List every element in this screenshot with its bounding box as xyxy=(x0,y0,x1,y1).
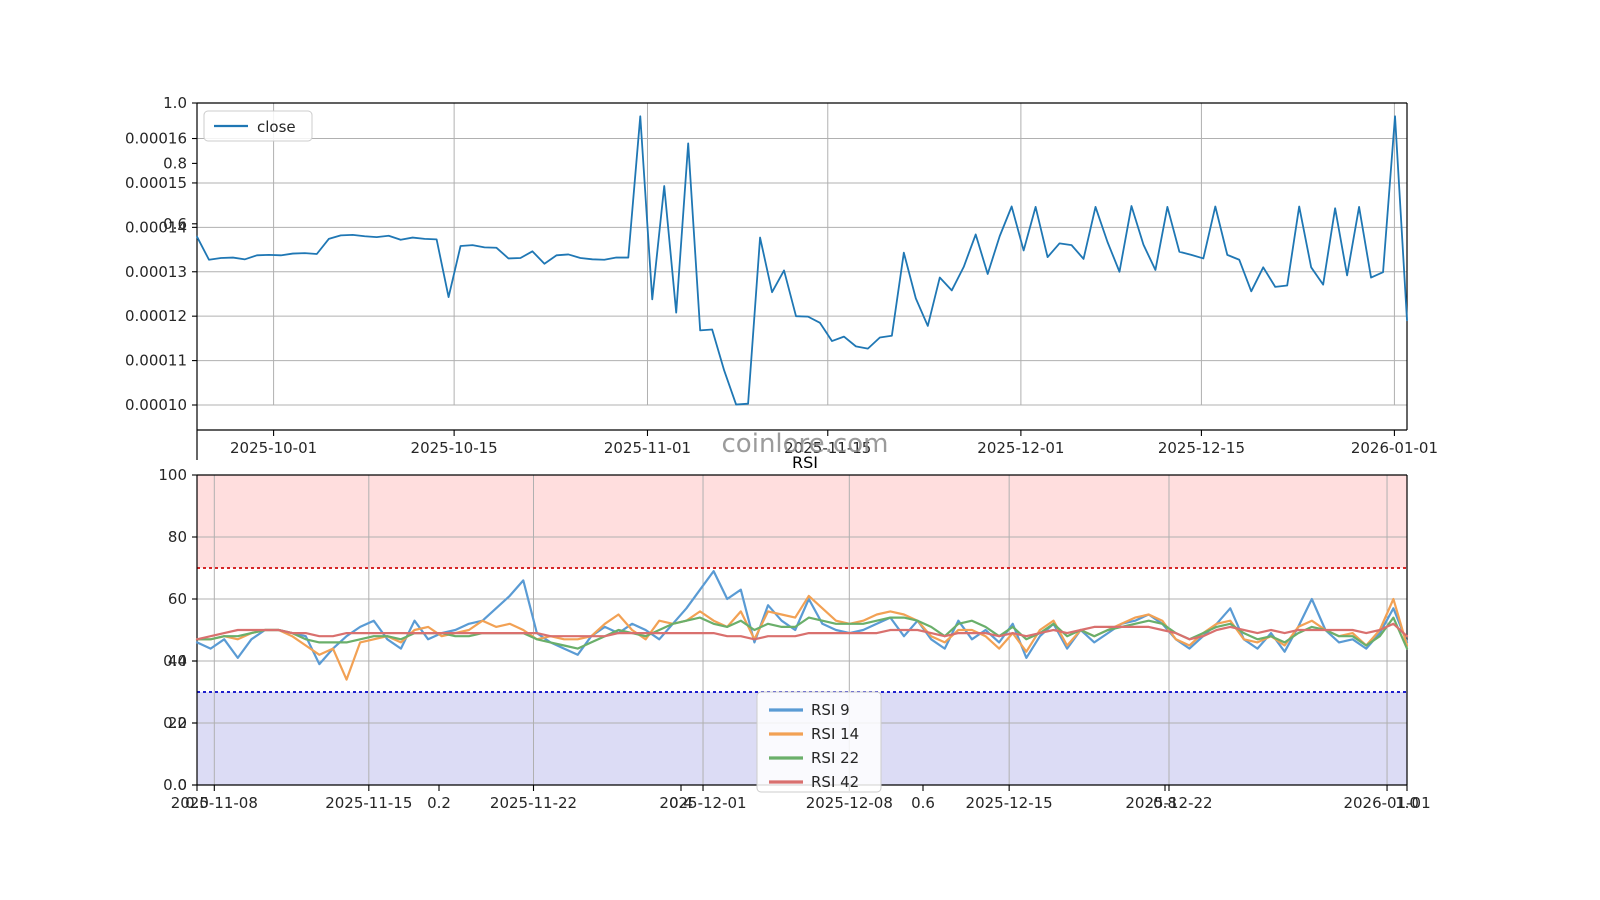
rsi-series-rsi-22 xyxy=(195,616,1409,650)
rsi-series-rsi-14 xyxy=(195,594,1409,681)
rsi-xtick-label: 2025-11-15 xyxy=(325,794,412,812)
rsi-chart-panel: coinlore.com RSI 0 20 40 60 80 100 0.0 0.2 0.4 2025… xyxy=(0,429,1600,900)
rsi-ytick-label: 80 xyxy=(168,528,187,546)
rsi-xtick-secondary-label: 0.2 xyxy=(427,794,451,812)
rsi-ytick-label: 20 xyxy=(168,714,187,732)
rsi-ytick-secondary-label: 0.4 xyxy=(163,652,187,670)
rsi-xtick-label: 2025-12-08 xyxy=(806,794,893,812)
price-xtick-label: 2025-10-01 xyxy=(230,439,317,457)
price-series-close xyxy=(196,115,1408,406)
price-xtick-label: 2025-12-01 xyxy=(977,439,1064,457)
rsi-xtick-secondary-label: 0.4 xyxy=(669,794,693,812)
rsi-legend-label: RSI 22 xyxy=(811,749,859,767)
price-xtick-label: 2026-01-01 xyxy=(1351,439,1438,457)
price-ytick-secondary-label: 1.0 xyxy=(163,94,187,112)
rsi-ytick-label: 40 xyxy=(168,652,187,670)
price-xtick-label: 2025-11-15 xyxy=(784,439,871,457)
price-ytick-label: 0.00014 xyxy=(125,218,187,236)
rsi-xtick-label: 2025-12-01 xyxy=(659,794,746,812)
rsi-legend-label: RSI 14 xyxy=(811,725,859,743)
rsi-legend-label: RSI 42 xyxy=(811,773,859,791)
price-xtick-label: 2025-12-15 xyxy=(1158,439,1245,457)
price-legend-label: close xyxy=(257,118,296,136)
watermark-coinlore: coinlore.com xyxy=(722,429,889,459)
rsi-xtick-label: 2026-01-01 xyxy=(1343,794,1430,812)
rsi-series-rsi-42 xyxy=(195,622,1409,641)
rsi-series-rsi-9 xyxy=(195,570,1409,666)
price-xtick-label: 2025-11-01 xyxy=(604,439,691,457)
rsi-chart-title: RSI xyxy=(792,453,818,472)
rsi-xtick-secondary-label: 1.0 xyxy=(1395,794,1419,812)
rsi-chart-svg: coinlore.comRSI0204060801000.00.20.42025… xyxy=(158,429,1430,812)
rsi-xtick-secondary-label: 0.0 xyxy=(185,794,209,812)
rsi-xtick-secondary-label: 0.6 xyxy=(911,794,935,812)
rsi-ytick-label: 0 xyxy=(177,776,187,794)
price-ytick-label: 0.00016 xyxy=(125,130,187,148)
rsi-xtick-label: 2025-11-22 xyxy=(490,794,577,812)
price-ytick-label: 0.00013 xyxy=(125,263,187,281)
price-chart-svg: 0.00010 0.00011 0.00012 0.00013 0.00014 0.000… xyxy=(125,94,1438,460)
price-ytick-secondary-label: 0.6 xyxy=(163,215,187,233)
rsi-xtick-label: 2025-12-15 xyxy=(966,794,1053,812)
rsi-ytick-label: 60 xyxy=(168,590,187,608)
price-xtick-label: 2025-10-15 xyxy=(411,439,498,457)
rsi-legend-box xyxy=(756,691,882,793)
rsi-ytick-label: 100 xyxy=(158,466,187,484)
rsi-legend-label: RSI 9 xyxy=(811,701,850,719)
rsi-ytick-secondary-label: 0.0 xyxy=(163,776,187,794)
price-legend-box xyxy=(203,110,313,142)
rsi-xtick-secondary-label: 0.8 xyxy=(1153,794,1177,812)
price-legend: close xyxy=(203,110,313,142)
rsi-overbought-band xyxy=(197,475,1407,568)
price-ytick-label: 0.00015 xyxy=(125,174,187,192)
price-ytick-label: 0.00010 xyxy=(125,396,187,414)
price-chart-panel: 0.00010 0.00011 0.00012 0.00013 0.00014 0.000… xyxy=(125,94,1438,460)
price-ytick-label: 0.00012 xyxy=(125,307,187,325)
rsi-legend: RSI 9 RSI 14 RSI 22 RSI 42 xyxy=(756,691,882,793)
rsi-xtick-label: 2025-12-22 xyxy=(1125,794,1212,812)
rsi-xtick-label: 2025-11-08 xyxy=(171,794,258,812)
price-ytick-secondary-label: 0.8 xyxy=(163,154,187,172)
rsi-ytick-secondary-label: 0.2 xyxy=(163,714,187,732)
price-ytick-label: 0.00011 xyxy=(125,352,187,370)
